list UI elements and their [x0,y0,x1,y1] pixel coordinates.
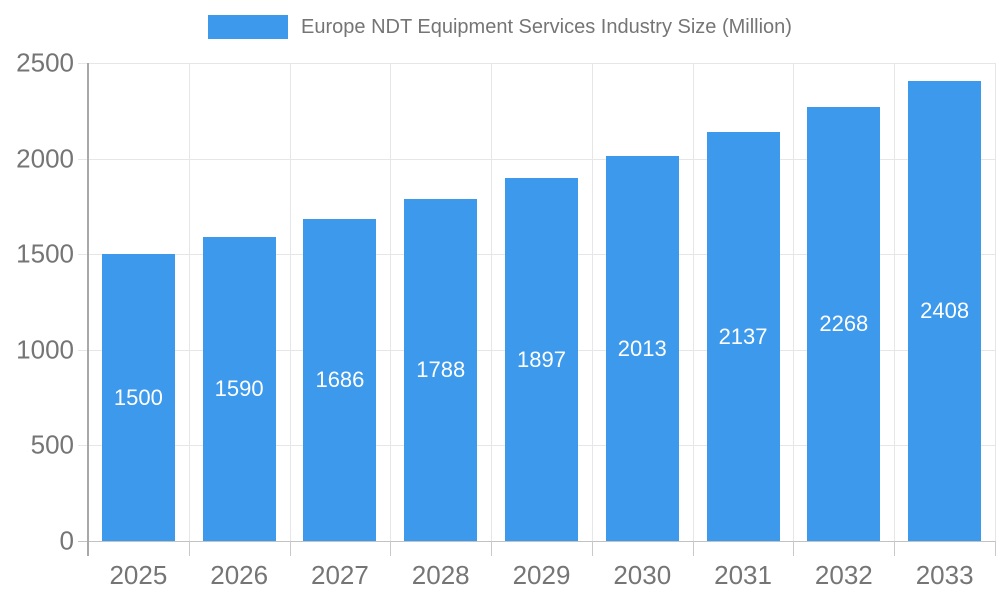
x-axis-tick [390,541,392,556]
v-gridline [491,63,493,541]
v-gridline [390,63,392,541]
x-tick-label: 2025 [109,560,168,590]
h-gridline [78,63,995,64]
y-tick-label: 1000 [16,334,74,365]
x-axis-tick [491,541,493,556]
plot-area: 1500 1590 1686 1788 1897 2013 2137 2268 2408 [78,63,996,556]
y-tick-label: 0 [59,525,74,556]
legend[interactable]: Europe NDT Equipment Services Industry S… [0,0,1000,54]
y-tick-label: 2500 [16,47,74,78]
x-tick-label: 2033 [915,560,974,590]
v-gridline [793,63,795,541]
bar-value-label: 1686 [315,366,365,392]
x-tick-label: 2032 [814,560,873,590]
x-axis-labels: 2025 2026 2027 2028 2029 2030 2031 2032 2033 [88,560,995,592]
x-axis-tick [793,541,795,556]
bar: 1500 [101,254,175,541]
bar: 1897 [505,178,578,541]
x-axis-tick [894,541,896,556]
y-tick-label: 1500 [16,238,74,269]
v-gridline [591,63,593,541]
v-gridline [188,63,190,541]
bar-value-label: 2268 [819,311,869,337]
y-axis-labels: 0 500 1000 1500 2000 2500 [0,0,74,600]
x-axis-tick [591,541,593,556]
x-tick-label: 2031 [714,560,772,590]
bar-value-label: 2013 [617,335,667,361]
bar: 1788 [404,199,478,541]
bar-value-label: 1788 [416,357,466,383]
bar: 2013 [605,156,679,541]
y-tick-label: 2000 [16,143,74,174]
x-tick-label: 2026 [210,560,269,590]
x-axis-tick [692,541,694,556]
x-tick-label: 2028 [411,560,470,590]
bar: 2408 [908,80,982,541]
x-axis-tick [188,541,190,556]
v-gridline [995,63,996,541]
bar-value-label: 2137 [718,323,768,349]
bar-value-label: 1897 [517,346,566,372]
y-tick-label: 500 [30,429,74,460]
v-gridline [692,63,694,541]
bar: 1686 [303,218,377,541]
y-axis-line [87,63,89,556]
legend-swatch [208,15,289,39]
x-axis-tick [289,541,291,556]
x-tick-label: 2030 [613,560,672,590]
bar: 2137 [706,132,780,541]
h-gridline [78,158,995,160]
bar-value-label: 1590 [214,376,264,401]
x-axis-tick [995,541,996,556]
x-tick-label: 2027 [311,560,369,590]
bar: 1590 [202,237,276,541]
v-gridline [289,63,291,541]
bar-value-label: 2408 [920,297,970,323]
bar-value-label: 1500 [113,384,163,410]
v-gridline [894,63,896,541]
h-gridline [78,541,995,542]
chart-title: Europe NDT Equipment Services Industry S… [301,15,792,38]
x-tick-label: 2029 [512,560,571,590]
bar: 2268 [807,107,881,541]
